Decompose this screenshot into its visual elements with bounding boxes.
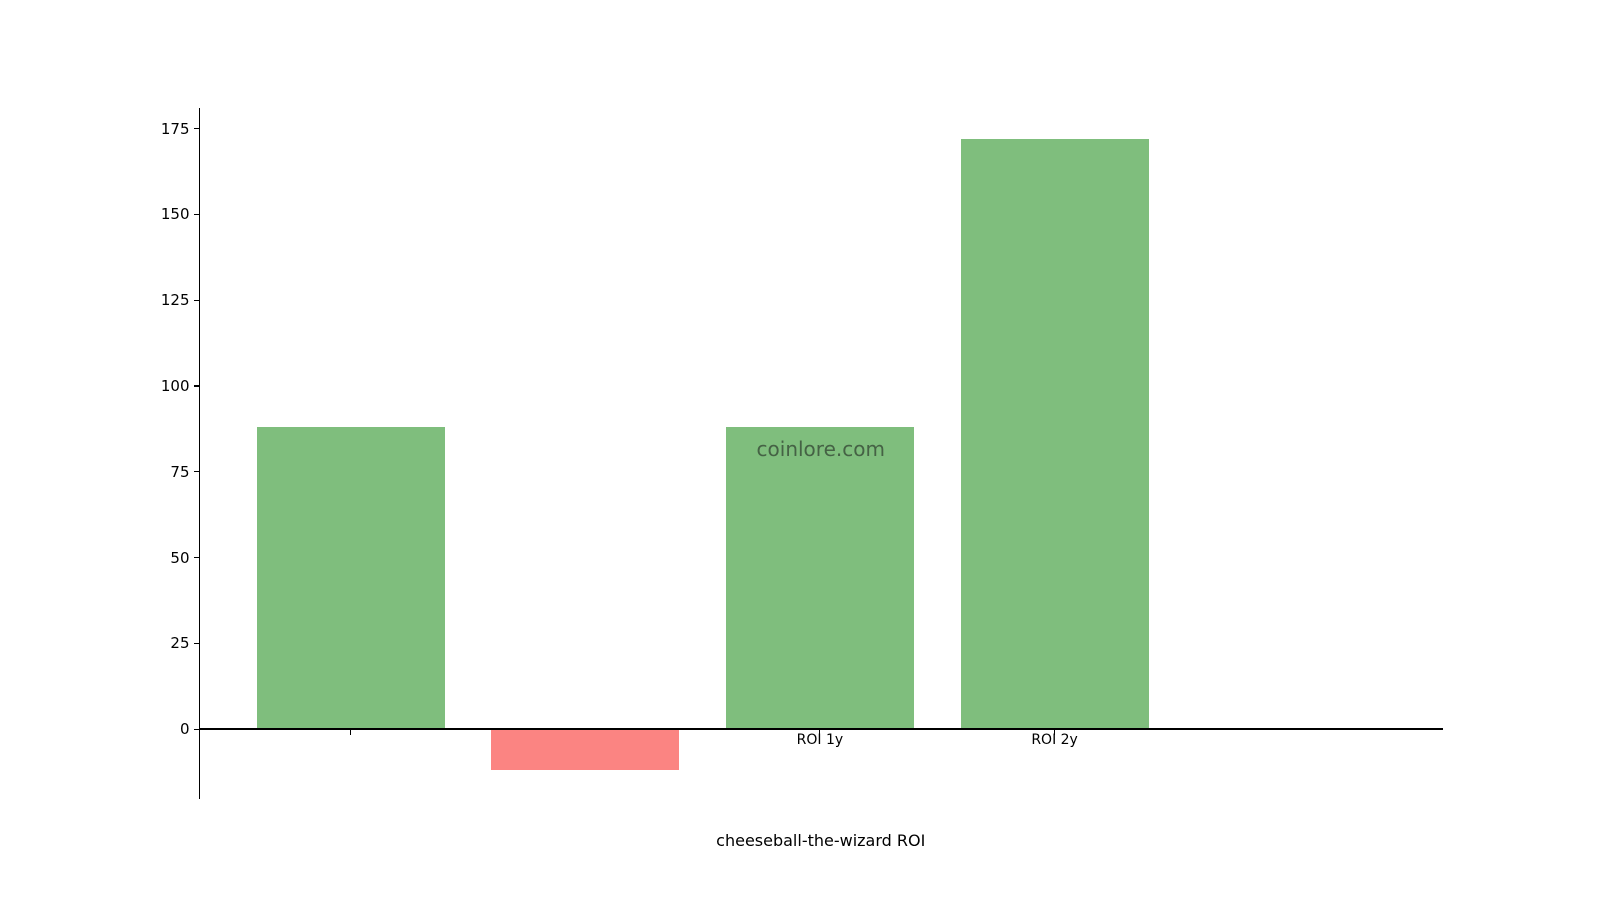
bar-1 — [256, 427, 445, 730]
y-tick-mark — [193, 728, 199, 730]
y-tick-label: 0 — [179, 720, 190, 739]
y-tick-label: 50 — [170, 548, 190, 567]
x-tick-label: ROI 1y — [796, 731, 844, 748]
y-tick-mark — [193, 299, 199, 301]
x-tick-label: ROI 2y — [1031, 731, 1078, 748]
y-tick-label: 125 — [160, 291, 190, 310]
y-tick-mark — [193, 471, 199, 473]
y-tick-mark — [193, 385, 199, 387]
x-axis-title: cheeseball-the-wizard ROI — [716, 831, 926, 850]
watermark-text: coinlore.com — [756, 437, 885, 461]
y-tick-mark — [193, 642, 199, 644]
y-tick-label: 175 — [160, 119, 190, 138]
y-tick-label: 75 — [170, 462, 190, 481]
bar-roi-1y — [725, 427, 914, 730]
x-tick-mark — [819, 729, 821, 736]
y-tick-label: 25 — [170, 634, 190, 653]
bar-roi-2y — [960, 138, 1149, 730]
x-tick-mark — [349, 729, 352, 736]
x-tick-mark — [1054, 729, 1056, 736]
y-axis-spine — [198, 108, 200, 799]
x-axis-line — [198, 728, 1443, 730]
y-tick-mark — [193, 557, 199, 559]
y-tick-label: 150 — [160, 205, 190, 224]
y-tick-mark — [193, 128, 199, 130]
y-tick-mark — [193, 213, 199, 215]
y-tick-label: 100 — [160, 377, 190, 395]
bar-2 — [491, 729, 680, 771]
